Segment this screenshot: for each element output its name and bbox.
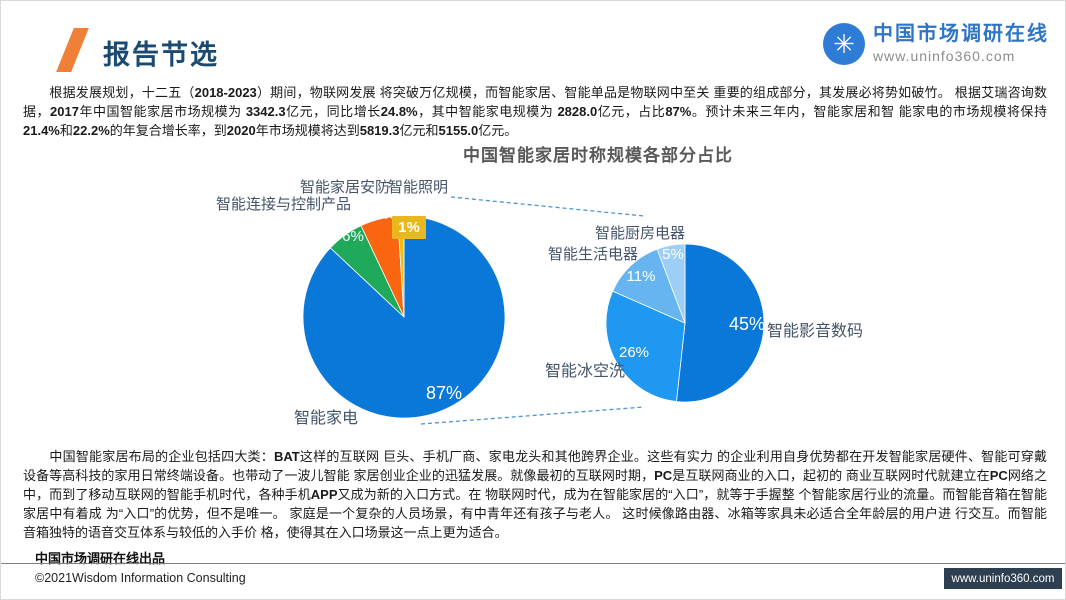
footer-divider (1, 563, 1065, 564)
slice-label-kitchen-appliance: 智能厨房电器 (595, 225, 686, 242)
intro-paragraph: 根据发展规划，十二五（2018-2023）期间，物联网发展 将突破万亿规模，而智… (23, 85, 1047, 138)
pct-label-kitchen-appliance: 5% (662, 246, 684, 263)
footer-copyright: ©2021Wisdom Information Consulting (35, 571, 246, 585)
slice-label-connect-control: 智能连接与控制产品 (216, 196, 352, 213)
slice-label-smart-appliance: 智能家电 (294, 410, 359, 427)
site-logo[interactable]: ✳ 中国市场调研在线 www.uninfo360.com (823, 21, 1049, 65)
logo-url: www.uninfo360.com (873, 48, 1016, 64)
pct-label-lighting: 1% (392, 216, 426, 239)
chart-title: 中国智能家居时称规模各部分占比 (463, 146, 733, 165)
footer-produced-by: 中国市场调研在线出品 (35, 551, 166, 566)
pct-label-connect-control: 6% (342, 228, 364, 245)
connector-line-bottom (420, 406, 645, 425)
pie-slice-智能厨房电器 (656, 243, 686, 324)
slice-label-av-digital: 智能影音数码 (767, 323, 864, 340)
logo-name: 中国市场调研在线 (873, 23, 1049, 45)
pct-label-smart-appliance: 87% (425, 383, 463, 403)
pie-slice-智能生活电器 (612, 248, 686, 324)
connector-line-top (450, 196, 645, 217)
slice-label-fridge-ac-wash: 智能冰空洗 (545, 363, 626, 380)
pie-slice-智能影音数码 (676, 243, 765, 403)
pie-slice-智能冰空洗 (605, 290, 686, 402)
slice-label-home-security: 智能家居安防 (300, 179, 391, 196)
slice-label-lighting: 智能照明 (388, 179, 449, 196)
page-title: 报告节选 (103, 40, 219, 70)
pct-label-home-security: 6% (374, 206, 396, 223)
slice-label-life-appliance: 智能生活电器 (548, 246, 639, 263)
snowflake-logo-icon: ✳ (823, 23, 865, 65)
pct-label-fridge-ac-wash: 26% (618, 344, 650, 361)
body-paragraph: 中国智能家居布局的企业包括四大类：BAT这样的互联网 巨头、手机厂商、家电龙头和… (23, 449, 1047, 540)
footer-url-link[interactable]: www.uninfo360.com (944, 568, 1062, 589)
pct-label-life-appliance: 11% (626, 268, 656, 285)
pct-label-av-digital: 45% (728, 314, 766, 334)
